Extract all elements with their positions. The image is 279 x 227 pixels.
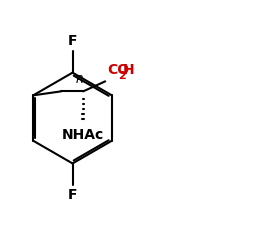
Text: H: H bbox=[123, 63, 135, 77]
Text: 2: 2 bbox=[118, 71, 126, 81]
Text: F: F bbox=[68, 188, 77, 202]
Text: F: F bbox=[68, 34, 77, 48]
Text: CO: CO bbox=[107, 63, 129, 77]
Text: R: R bbox=[75, 75, 83, 85]
Text: NHAc: NHAc bbox=[62, 128, 104, 142]
